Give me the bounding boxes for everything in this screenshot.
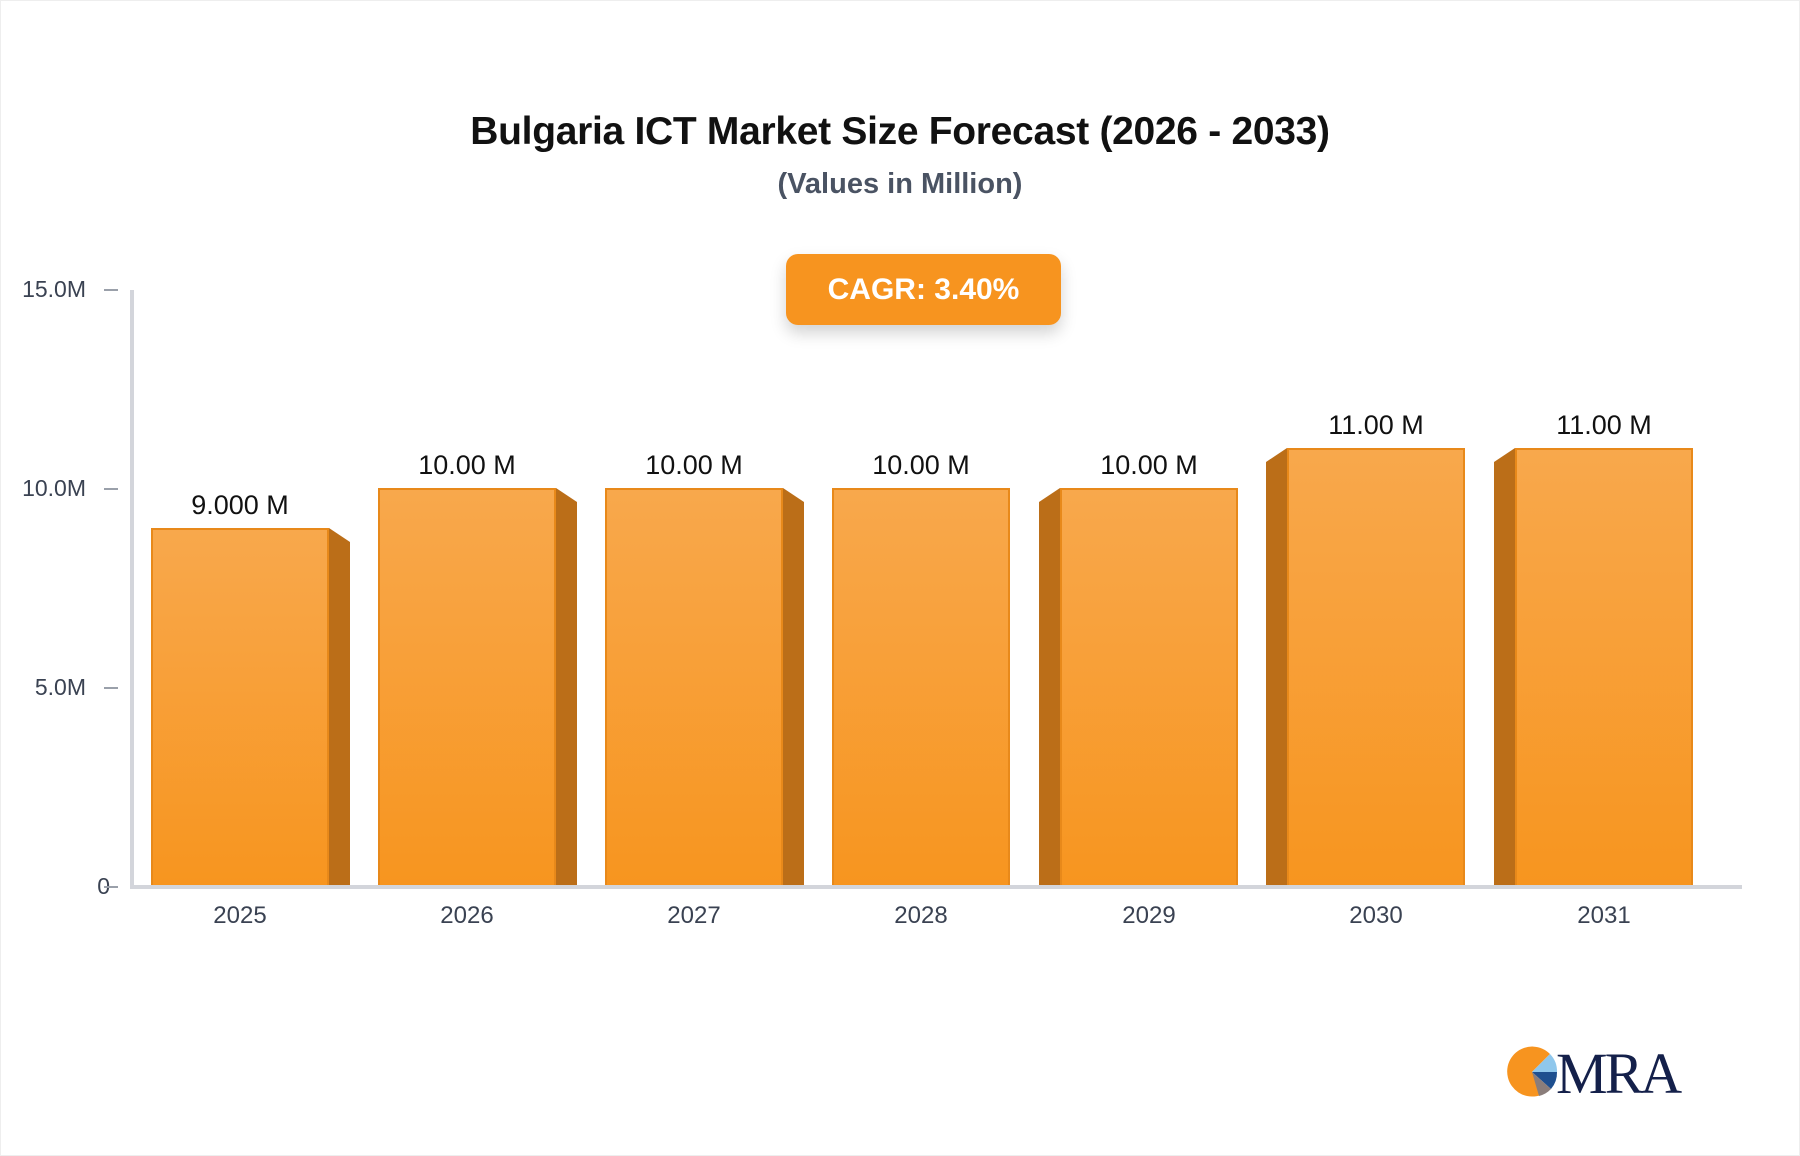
bar-value-label: 10.00 M xyxy=(645,450,743,480)
bar-2029[interactable] xyxy=(1039,488,1238,886)
bar-value-label: 10.00 M xyxy=(872,450,970,480)
y-tick-label: 15.0M xyxy=(22,276,86,302)
bar-2030[interactable] xyxy=(1266,448,1465,886)
cagr-badge: CAGR: 3.40% xyxy=(786,254,1061,325)
x-tick-label: 2031 xyxy=(1577,902,1631,929)
bar-side xyxy=(556,488,577,886)
chart-title: Bulgaria ICT Market Size Forecast (2026 … xyxy=(470,110,1330,153)
pie-chart-logo-icon xyxy=(1507,1046,1558,1097)
bar-front xyxy=(151,528,329,886)
bar-front xyxy=(1515,448,1693,886)
bar-value-label: 9.000 M xyxy=(191,490,289,520)
bar-value-label: 11.00 M xyxy=(1328,410,1424,440)
bar-side xyxy=(329,528,350,886)
bar-side xyxy=(1266,448,1287,886)
bar-front xyxy=(1060,488,1238,886)
y-tick-mark xyxy=(104,488,118,490)
bar-value-label: 10.00 M xyxy=(418,450,516,480)
y-tick-label: 0 xyxy=(0,873,110,900)
logo-text: MRA xyxy=(1556,1041,1682,1106)
mra-logo: MRA xyxy=(1506,1041,1696,1106)
y-axis-line xyxy=(130,290,134,888)
bar-side xyxy=(1039,488,1060,886)
y-tick-label: 5.0M xyxy=(34,674,86,700)
bar-2031[interactable] xyxy=(1494,448,1693,886)
bar-value-label: 11.00 M xyxy=(1556,410,1652,440)
bar-side xyxy=(1494,448,1515,886)
bar-front xyxy=(378,488,556,886)
x-tick-label: 2029 xyxy=(1122,902,1176,929)
bar-value-label: 10.00 M xyxy=(1100,450,1198,480)
y-tick-mark xyxy=(104,687,118,689)
x-tick-label: 2028 xyxy=(894,902,948,929)
bar-2025[interactable] xyxy=(151,528,350,886)
x-tick-label: 2025 xyxy=(213,902,267,929)
x-tick-label: 2027 xyxy=(667,902,721,929)
x-tick-label: 2026 xyxy=(440,902,494,929)
bar-front xyxy=(1287,448,1465,886)
bar-front xyxy=(832,488,1010,886)
x-axis-line xyxy=(130,885,1742,889)
bar-2028[interactable] xyxy=(832,488,1010,886)
bar-front xyxy=(605,488,783,886)
y-tick-label: 10.0M xyxy=(22,475,86,501)
y-tick-mark xyxy=(104,886,118,888)
chart-subtitle: (Values in Million) xyxy=(777,168,1023,200)
bar-side xyxy=(783,488,804,886)
bar-2027[interactable] xyxy=(605,488,804,886)
x-tick-label: 2030 xyxy=(1349,902,1403,929)
y-tick-mark xyxy=(104,289,118,291)
bar-2026[interactable] xyxy=(378,488,577,886)
